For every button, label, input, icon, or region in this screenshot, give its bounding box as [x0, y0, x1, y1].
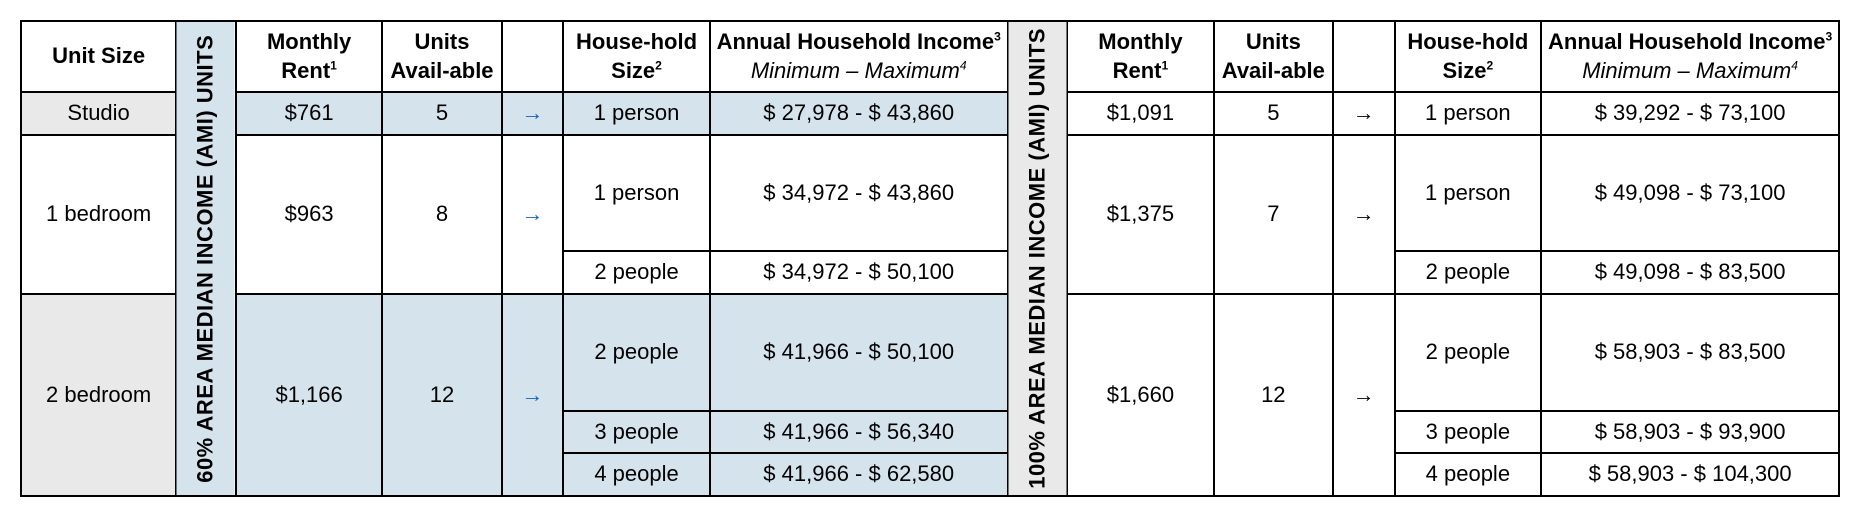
- cell-hh-size: 3 people: [1395, 411, 1542, 454]
- cell-income: $ 27,978 - $ 43,860: [710, 92, 1008, 135]
- cell-units: 12: [382, 294, 501, 496]
- cell-income: $ 34,972 - $ 43,860: [710, 135, 1008, 252]
- cell-units: 8: [382, 135, 501, 294]
- cell-hh-size: 4 people: [1395, 453, 1542, 496]
- header-row: Unit Size 60% AREA MEDIAN INCOME (AMI) U…: [21, 21, 1839, 92]
- col-units-available-100: Units Avail-able: [1214, 21, 1333, 92]
- arrow-icon: →: [1333, 135, 1395, 294]
- cell-rent: $1,375: [1067, 135, 1214, 294]
- col-household-size-60: House-hold Size2: [563, 21, 710, 92]
- cell-hh-size: 1 person: [563, 92, 710, 135]
- cell-hh-size: 2 people: [1395, 251, 1542, 294]
- cell-income: $ 58,903 - $ 93,900: [1541, 411, 1839, 454]
- row-2-bedroom: 2 bedroom $1,166 12 → 2 people $ 41,966 …: [21, 294, 1839, 411]
- cell-unit-size: Studio: [21, 92, 176, 135]
- cell-hh-size: 1 person: [1395, 135, 1542, 252]
- cell-hh-size: 2 people: [1395, 294, 1542, 411]
- cell-income: $ 41,966 - $ 56,340: [710, 411, 1008, 454]
- cell-hh-size: 4 people: [563, 453, 710, 496]
- row-1-bedroom: 1 bedroom $963 8 → 1 person $ 34,972 - $…: [21, 135, 1839, 252]
- cell-income: $ 49,098 - $ 83,500: [1541, 251, 1839, 294]
- cell-rent: $1,091: [1067, 92, 1214, 135]
- col-arrow-100: [1333, 21, 1395, 92]
- cell-rent: $761: [236, 92, 383, 135]
- arrow-icon: →: [1333, 92, 1395, 135]
- cell-income: $ 39,292 - $ 73,100: [1541, 92, 1839, 135]
- group-100-ami-label: 100% AREA MEDIAN INCOME (AMI) UNITS: [1008, 21, 1068, 496]
- arrow-icon: →: [1333, 294, 1395, 496]
- col-monthly-rent-100: Monthly Rent1: [1067, 21, 1214, 92]
- arrow-icon: →: [502, 135, 564, 294]
- col-monthly-rent-60: Monthly Rent1: [236, 21, 383, 92]
- cell-income: $ 49,098 - $ 73,100: [1541, 135, 1839, 252]
- col-annual-income-60: Annual Household Income3Minimum – Maximu…: [710, 21, 1008, 92]
- cell-rent: $1,660: [1067, 294, 1214, 496]
- row-studio: Studio $761 5 → 1 person $ 27,978 - $ 43…: [21, 92, 1839, 135]
- cell-hh-size: 2 people: [563, 294, 710, 411]
- group-60-ami-label: 60% AREA MEDIAN INCOME (AMI) UNITS: [176, 21, 236, 496]
- ami-units-table: Unit Size 60% AREA MEDIAN INCOME (AMI) U…: [20, 20, 1840, 497]
- cell-units: 5: [382, 92, 501, 135]
- cell-units: 12: [1214, 294, 1333, 496]
- cell-income: $ 58,903 - $ 83,500: [1541, 294, 1839, 411]
- col-units-available-60: Units Avail-able: [382, 21, 501, 92]
- cell-income: $ 58,903 - $ 104,300: [1541, 453, 1839, 496]
- cell-hh-size: 3 people: [563, 411, 710, 454]
- cell-unit-size: 1 bedroom: [21, 135, 176, 294]
- cell-units: 5: [1214, 92, 1333, 135]
- cell-income: $ 41,966 - $ 50,100: [710, 294, 1008, 411]
- cell-hh-size: 1 person: [1395, 92, 1542, 135]
- cell-rent: $1,166: [236, 294, 383, 496]
- cell-units: 7: [1214, 135, 1333, 294]
- cell-income: $ 41,966 - $ 62,580: [710, 453, 1008, 496]
- cell-hh-size: 2 people: [563, 251, 710, 294]
- arrow-icon: →: [502, 92, 564, 135]
- col-unit-size: Unit Size: [21, 21, 176, 92]
- cell-unit-size: 2 bedroom: [21, 294, 176, 496]
- col-arrow-60: [502, 21, 564, 92]
- col-household-size-100: House-hold Size2: [1395, 21, 1542, 92]
- arrow-icon: →: [502, 294, 564, 496]
- cell-hh-size: 1 person: [563, 135, 710, 252]
- col-annual-income-100: Annual Household Income3Minimum – Maximu…: [1541, 21, 1839, 92]
- cell-income: $ 34,972 - $ 50,100: [710, 251, 1008, 294]
- cell-rent: $963: [236, 135, 383, 294]
